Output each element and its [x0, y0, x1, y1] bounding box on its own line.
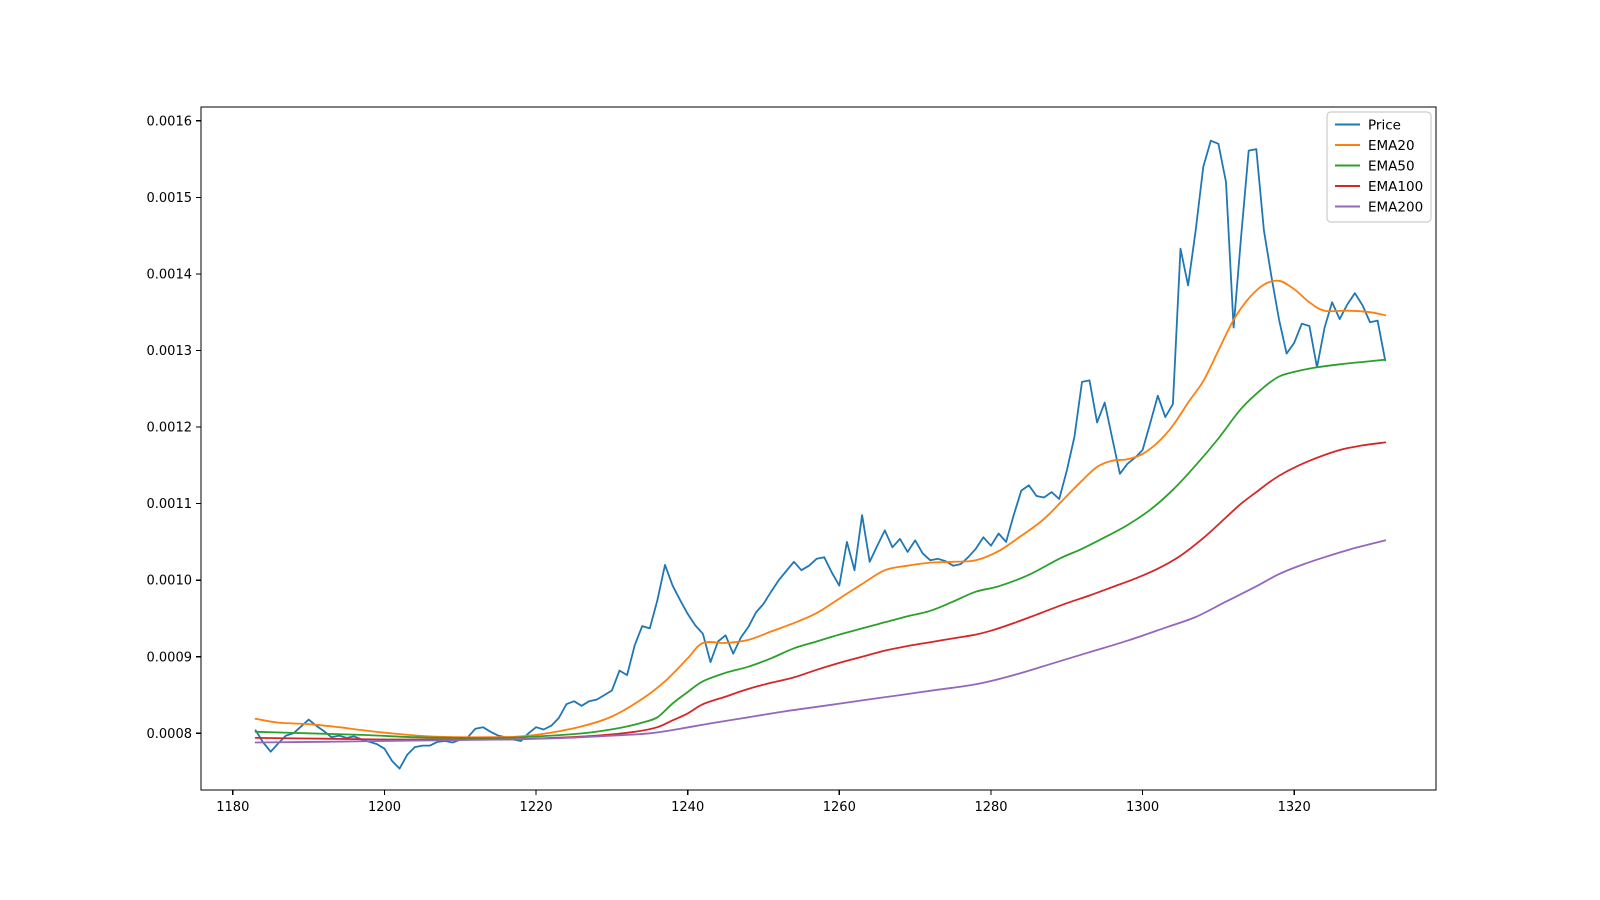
legend-item-ema100: EMA100: [1335, 179, 1423, 195]
legend-label: Price: [1368, 117, 1401, 133]
price-line: [254, 139, 1387, 770]
y-tick-label: 0.0011: [147, 497, 193, 512]
plot-border: [200, 106, 1437, 791]
x-tick-label: 1260: [823, 800, 856, 815]
legend-label: EMA100: [1368, 179, 1423, 195]
x-tick-label: 1200: [368, 800, 401, 815]
y-tick-label: 0.0015: [147, 191, 193, 206]
x-axis: 1180 1200 1220 1240 1260 1280 1300 1320: [216, 790, 1311, 815]
legend: Price EMA20 EMA50 EMA100 EMA200: [1326, 111, 1432, 223]
x-tick-label: 1320: [1278, 800, 1311, 815]
ema200-line: [254, 539, 1387, 744]
y-tick-label: 0.0009: [147, 650, 193, 665]
x-tick-label: 1240: [671, 800, 704, 815]
legend-item-price: Price: [1335, 117, 1401, 133]
legend-item-ema200: EMA200: [1335, 199, 1423, 215]
legend-label: EMA200: [1368, 199, 1423, 215]
legend-item-ema20: EMA20: [1335, 138, 1415, 154]
x-tick-label: 1220: [520, 800, 553, 815]
ema100-line: [254, 441, 1387, 741]
axes: [200, 106, 1437, 791]
y-tick-label: 0.0008: [147, 727, 193, 742]
y-tick-label: 0.0014: [147, 267, 193, 282]
x-tick-label: 1180: [216, 800, 249, 815]
y-tick-label: 0.0013: [147, 344, 193, 359]
legend-label: EMA50: [1368, 158, 1415, 174]
legend-box: [1326, 111, 1432, 223]
x-tick-label: 1300: [1126, 800, 1159, 815]
y-tick-label: 0.0012: [147, 421, 193, 436]
ema50-line: [254, 358, 1387, 740]
legend-item-ema50: EMA50: [1335, 158, 1415, 174]
legend-label: EMA20: [1368, 138, 1415, 154]
series: [254, 139, 1387, 770]
y-tick-label: 0.0010: [147, 574, 193, 589]
y-axis: 0.0008 0.0009 0.0010 0.0011 0.0012 0.0013 0.00…: [147, 114, 201, 742]
y-tick-label: 0.0016: [147, 114, 193, 129]
x-tick-label: 1280: [974, 800, 1007, 815]
